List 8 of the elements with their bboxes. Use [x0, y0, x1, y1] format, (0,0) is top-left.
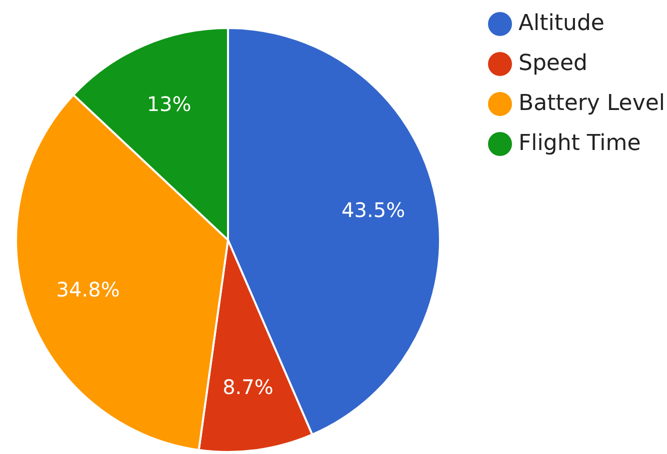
legend-label: Flight Time — [518, 130, 641, 158]
data-label: 13% — [146, 92, 192, 116]
legend-label: Altitude — [518, 10, 604, 38]
legend-label: Speed — [518, 50, 588, 78]
data-label: 43.5% — [342, 198, 406, 222]
data-label: 34.8% — [56, 277, 120, 302]
legend-label: Battery Level — [518, 90, 665, 118]
data-label: 8.7% — [222, 375, 274, 400]
